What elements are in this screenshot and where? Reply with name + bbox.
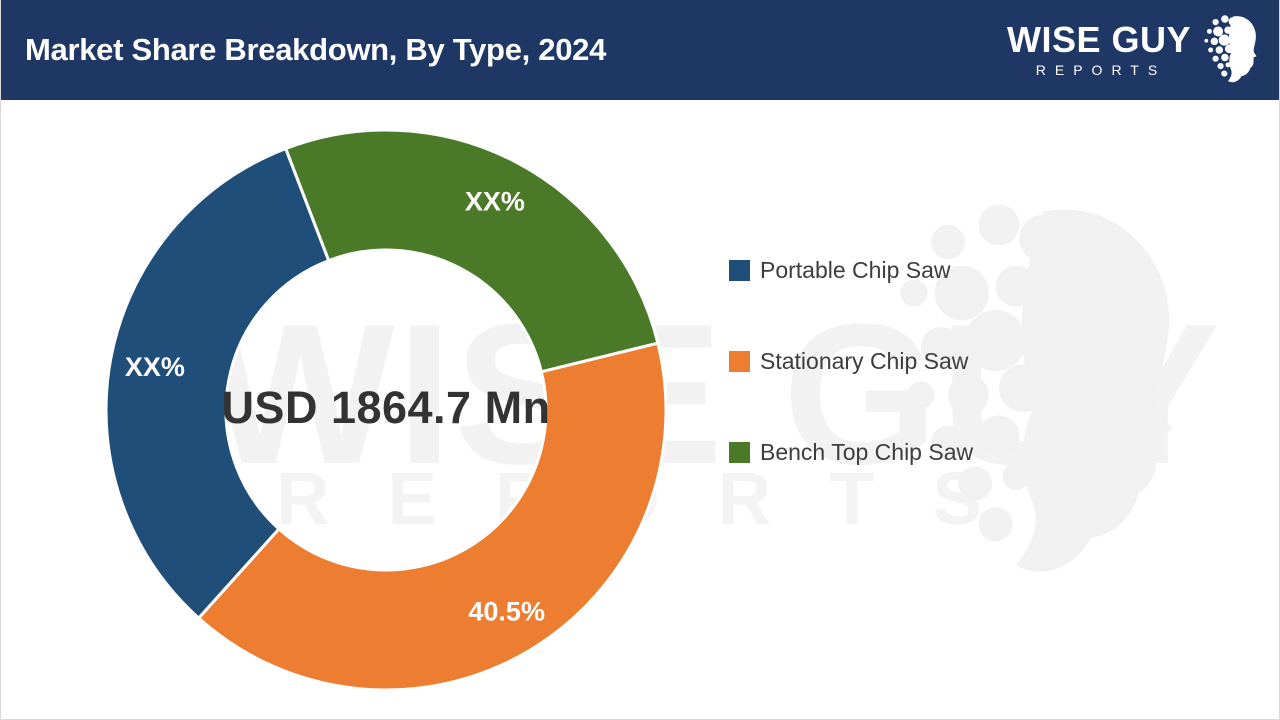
legend-label: Stationary Chip Saw — [760, 348, 969, 374]
chart-legend: Portable Chip Saw Stationary Chip Saw Benc… — [729, 257, 973, 466]
legend-swatch-icon — [729, 351, 750, 372]
donut-slice-stationary-chip-saw[interactable] — [196, 341, 668, 692]
logo-name: WISE GUY — [1006, 19, 1191, 60]
legend-item-portable-chip-saw[interactable]: Portable Chip Saw — [729, 257, 973, 284]
slice-label: XX% — [465, 187, 525, 217]
legend-label: Bench Top Chip Saw — [760, 439, 974, 465]
page-title: Market Share Breakdown, By Type, 2024 — [25, 32, 607, 67]
legend-item-stationary-chip-saw[interactable]: Stationary Chip Saw — [729, 348, 973, 375]
legend-item-bench-top-chip-saw[interactable]: Bench Top Chip Saw — [729, 439, 973, 466]
donut-slice-bench-top-chip-saw[interactable] — [283, 128, 660, 374]
legend-label: Portable Chip Saw — [760, 257, 951, 283]
slice-label: 40.5% — [468, 597, 545, 627]
wiseguy-logo: WISE GUY REPORTS — [1007, 12, 1259, 88]
donut-chart: XX% 40.5% XX% — [104, 128, 668, 692]
slice-label: XX% — [125, 352, 185, 382]
dotted-face-icon — [1197, 12, 1259, 88]
logo-text: WISE GUY REPORTS — [1006, 19, 1191, 79]
chart-center-value: USD 1864.7 Mn — [221, 382, 551, 433]
logo-subtitle: REPORTS — [1035, 62, 1167, 78]
chart-area: WISE GUY REPORTS XX% 40.5% XX% USD 1864.7 … — [1, 100, 1280, 720]
legend-swatch-icon — [729, 260, 750, 281]
donut-slice-portable-chip-saw[interactable] — [104, 146, 331, 621]
header-bar: Market Share Breakdown, By Type, 2024 WI… — [1, 0, 1279, 100]
legend-swatch-icon — [729, 442, 750, 463]
